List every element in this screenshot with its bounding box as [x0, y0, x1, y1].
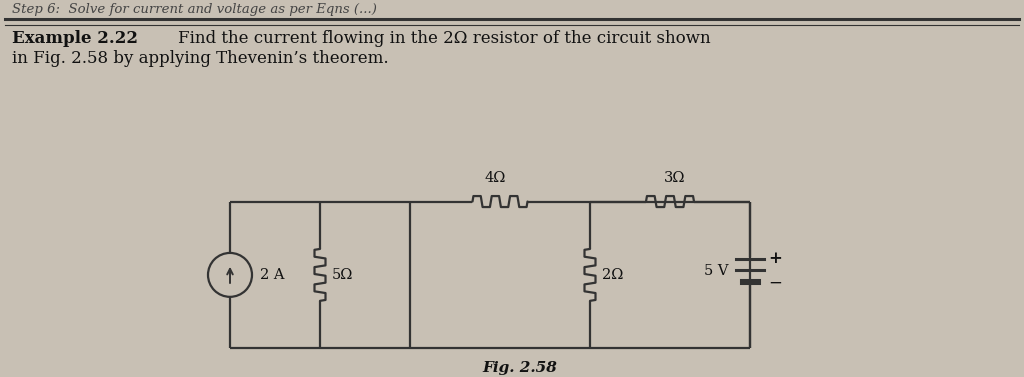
Text: 4Ω: 4Ω	[484, 170, 506, 185]
Text: in Fig. 2.58 by applying Thevenin’s theorem.: in Fig. 2.58 by applying Thevenin’s theo…	[12, 51, 389, 67]
Text: 5 V: 5 V	[703, 264, 728, 278]
Text: Fig. 2.58: Fig. 2.58	[482, 361, 557, 375]
Text: +: +	[768, 250, 782, 267]
Text: Find the current flowing in the 2Ω resistor of the circuit shown: Find the current flowing in the 2Ω resis…	[157, 31, 711, 48]
Text: −: −	[768, 274, 782, 291]
Text: 3Ω: 3Ω	[665, 170, 686, 185]
Text: 5Ω: 5Ω	[332, 268, 353, 282]
Text: Example 2.22: Example 2.22	[12, 31, 138, 48]
Text: 2Ω: 2Ω	[602, 268, 624, 282]
Text: Step 6:  Solve for current and voltage as per Eqns (...): Step 6: Solve for current and voltage as…	[12, 3, 377, 17]
Text: 2 A: 2 A	[260, 268, 285, 282]
